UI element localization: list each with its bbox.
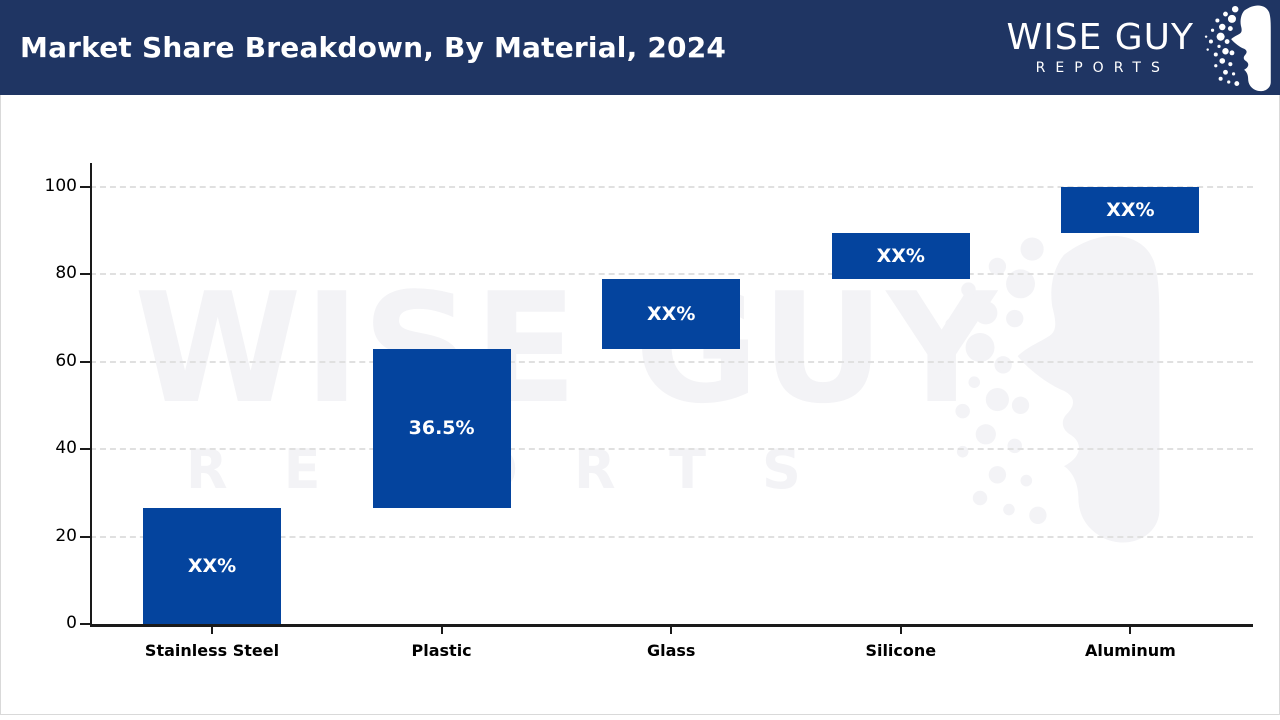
bar-value-label: 36.5% — [408, 417, 475, 440]
y-axis-tick — [80, 535, 90, 538]
waterfall-bar: 36.5% — [372, 348, 511, 509]
chart-card: WISE GUY REPORTS 0 20 40 60 80 100 XX% Stainles… — [0, 95, 1280, 715]
bar-value-label: XX% — [876, 244, 925, 267]
y-tick-label: 20 — [55, 525, 77, 546]
header: Market Share Breakdown, By Material, 202… — [0, 0, 1280, 95]
page-title: Market Share Breakdown, By Material, 202… — [20, 31, 727, 64]
bar-value-label: XX% — [647, 302, 696, 325]
waterfall-chart: 0 20 40 60 80 100 XX% Stainless Steel 36.5% Plast… — [1, 95, 1279, 714]
x-tick-label: Aluminum — [1084, 641, 1176, 660]
logo-wordmark: WISE GUY — [1006, 17, 1194, 58]
x-axis-tick — [440, 627, 443, 634]
x-tick-label: Plastic — [411, 641, 472, 660]
y-axis-tick — [80, 273, 90, 276]
wiseguy-logo: WISE GUY REPORTS — [1007, 0, 1275, 95]
waterfall-bar: XX% — [1061, 187, 1200, 233]
gridline — [90, 273, 1253, 276]
logo-subtext: REPORTS — [1035, 60, 1170, 76]
x-axis-line — [90, 624, 1253, 627]
logo-text: WISE GUY REPORTS — [1006, 17, 1195, 76]
y-tick-label: 40 — [55, 438, 77, 459]
waterfall-bar: XX% — [831, 232, 970, 279]
x-axis-tick — [211, 627, 213, 634]
x-tick-label: Stainless Steel — [144, 641, 280, 660]
x-tick-label: Silicone — [865, 641, 937, 660]
y-tick-label: 0 — [66, 613, 77, 633]
gridline — [90, 535, 1253, 538]
y-axis-tick — [80, 448, 90, 451]
y-tick-label: 60 — [55, 350, 77, 371]
bar-value-label: XX% — [1106, 198, 1155, 221]
gridline — [90, 186, 1253, 188]
y-tick-label: 80 — [55, 263, 77, 284]
waterfall-bar: XX% — [602, 278, 741, 349]
y-axis-line — [90, 163, 92, 626]
y-axis-tick — [80, 623, 90, 625]
waterfall-bar: XX% — [143, 508, 281, 624]
x-tick-label: Glass — [646, 641, 696, 660]
x-axis-tick — [1129, 627, 1132, 634]
y-tick-label: 100 — [44, 176, 77, 196]
y-axis-tick — [80, 186, 90, 188]
wiseguy-head-icon — [1204, 4, 1271, 91]
x-axis-tick — [670, 627, 673, 634]
gridline — [90, 448, 1253, 451]
bar-value-label: XX% — [187, 555, 237, 578]
y-axis-tick — [80, 360, 90, 363]
gridline — [90, 360, 1253, 363]
x-axis-tick — [899, 627, 902, 634]
